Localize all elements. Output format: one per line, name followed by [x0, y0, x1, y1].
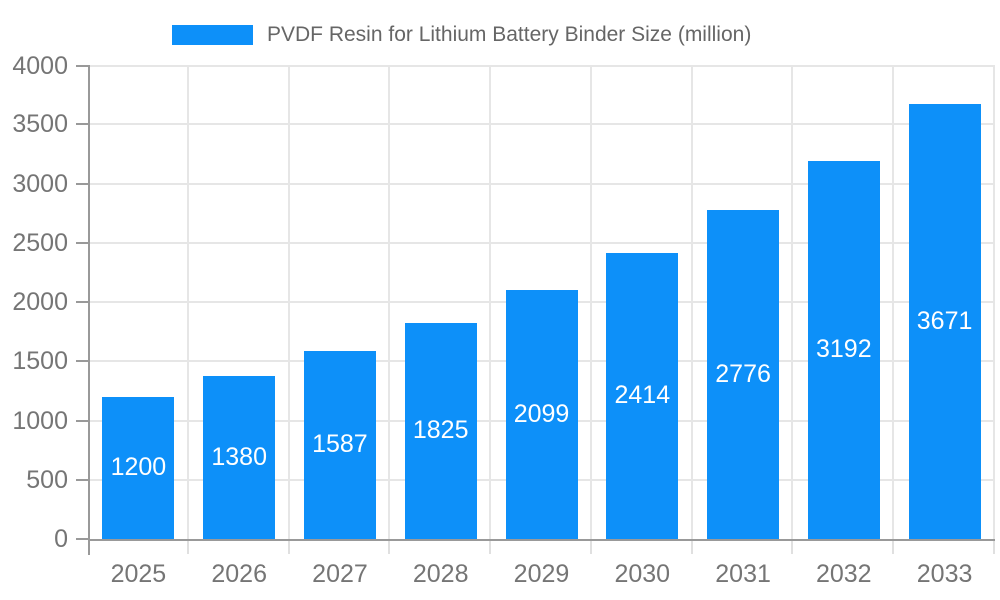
bar-value-label: 3671	[916, 307, 973, 335]
bar-2030[interactable]: 2414	[606, 252, 679, 539]
gridline-vertical	[993, 65, 995, 539]
y-axis-tick	[76, 360, 88, 363]
legend-item[interactable]: PVDF Resin for Lithium Battery Binder Si…	[172, 23, 752, 46]
bar-2029[interactable]: 2099	[505, 290, 578, 539]
y-axis-tick-label: 1000	[12, 406, 68, 435]
bar-value-label: 1587	[312, 430, 368, 459]
x-axis-line	[88, 539, 995, 541]
gridline-horizontal	[88, 123, 995, 126]
y-axis-tick	[76, 123, 88, 126]
gridline-vertical	[187, 65, 189, 539]
gridline-horizontal	[88, 182, 995, 185]
bar-value-label: 1380	[211, 442, 267, 471]
x-axis-tick-label: 2033	[916, 560, 973, 588]
bar-value-label: 1825	[412, 416, 469, 445]
y-axis-tick-label: 3500	[12, 110, 68, 139]
bar-value-label: 2776	[715, 360, 771, 388]
gridline-vertical	[590, 65, 592, 539]
y-axis-tick	[76, 301, 88, 303]
bar-value-label: 2414	[614, 381, 671, 410]
x-axis-tick-label: 2028	[412, 560, 469, 588]
plot-area: 1200 1380 1587 1825 2099 2414 2776 3192 3671 0 500…	[12, 52, 995, 588]
x-axis-tick-label: 2032	[815, 560, 872, 588]
bar-2025[interactable]: 1200	[102, 396, 175, 539]
x-axis-tick-label: 2030	[614, 560, 671, 588]
y-axis-tick-label: 2500	[12, 228, 68, 257]
legend-label: PVDF Resin for Lithium Battery Binder Si…	[267, 23, 752, 46]
bar-2027[interactable]: 1587	[303, 350, 376, 539]
bar-value-label: 3192	[815, 335, 872, 364]
bar-2033[interactable]: 3671	[908, 104, 981, 539]
y-axis-tick	[76, 538, 88, 540]
x-axis-tick	[388, 541, 390, 554]
bar-value-label: 1200	[110, 453, 167, 482]
gridline-vertical	[892, 65, 894, 539]
y-axis-tick-label: 500	[26, 465, 68, 494]
x-axis-tick	[791, 541, 793, 554]
y-axis-tick	[76, 419, 88, 422]
y-axis-tick-label: 4000	[12, 52, 68, 80]
x-axis-tick-label: 2029	[513, 560, 570, 588]
bar-2026[interactable]: 1380	[203, 375, 276, 539]
x-axis-tick	[187, 541, 189, 554]
x-axis-tick-label: 2025	[110, 560, 167, 588]
gridline-horizontal	[88, 241, 995, 244]
x-axis-tick	[892, 541, 894, 554]
bar-2031[interactable]: 2776	[707, 210, 780, 539]
x-axis-tick	[590, 541, 592, 554]
gridline-vertical	[388, 65, 390, 539]
bar-value-label: 2099	[513, 400, 570, 429]
y-axis-line	[88, 65, 90, 555]
gridline-horizontal	[88, 65, 995, 67]
gridline-vertical	[288, 65, 290, 539]
y-axis-tick-label: 2000	[12, 288, 68, 316]
x-axis-tick-label: 2027	[312, 560, 368, 588]
gridline-vertical	[791, 65, 793, 539]
y-axis-tick	[76, 182, 88, 185]
legend-swatch-icon	[172, 25, 253, 45]
y-axis-tick	[76, 241, 88, 244]
x-axis-tick	[288, 541, 290, 554]
x-axis-tick-label: 2026	[211, 560, 267, 588]
x-axis-tick-label: 2031	[715, 560, 771, 588]
bar-2028[interactable]: 1825	[404, 322, 477, 539]
y-axis-tick	[76, 478, 88, 481]
y-axis-tick-label: 1500	[12, 347, 68, 376]
x-axis-tick	[691, 541, 693, 554]
y-axis-tick-label: 3000	[12, 169, 68, 198]
x-axis-tick	[489, 541, 491, 554]
gridline-vertical	[691, 65, 693, 539]
y-axis-tick	[76, 65, 88, 67]
x-axis-tick	[993, 541, 995, 554]
bar-2032[interactable]: 3192	[807, 160, 880, 539]
gridline-vertical	[489, 65, 491, 539]
y-axis-tick-label: 0	[54, 525, 68, 553]
